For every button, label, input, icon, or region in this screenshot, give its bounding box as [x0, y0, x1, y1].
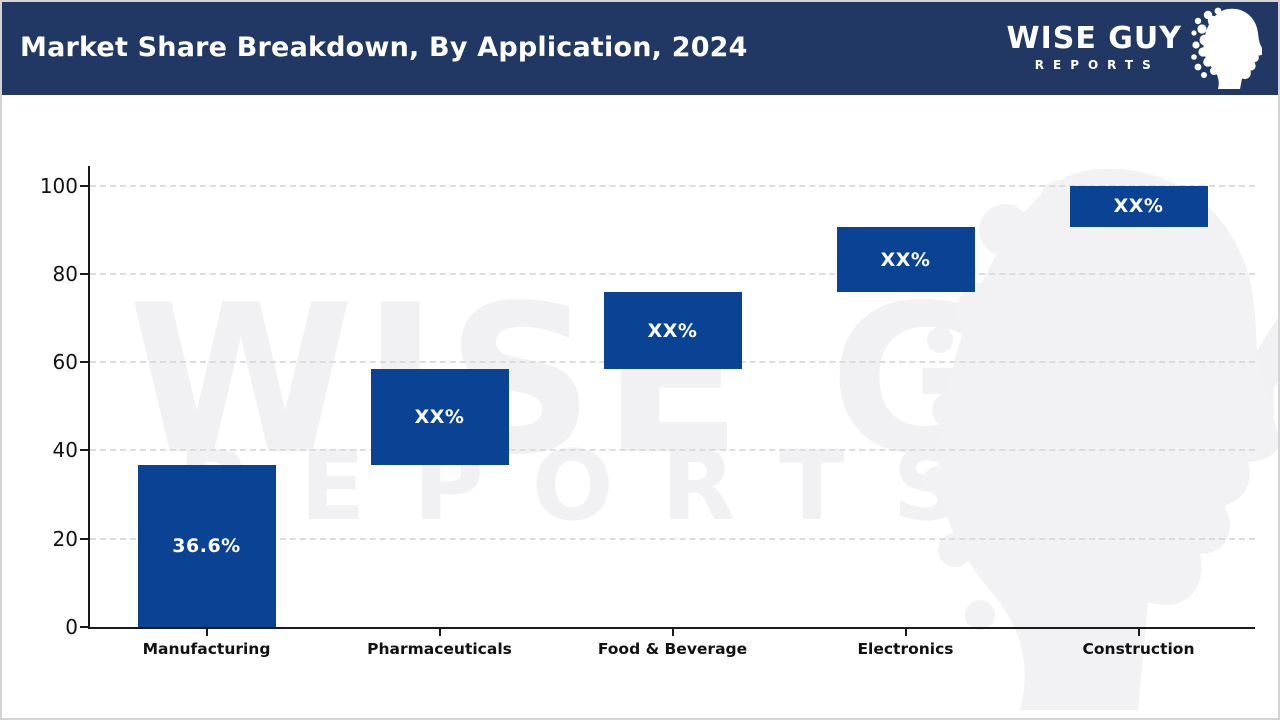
- x-axis-label-2: Food & Beverage: [597, 640, 748, 658]
- x-axis-label-1: Pharmaceuticals: [367, 640, 512, 658]
- header-bar: Market Share Breakdown, By Application, …: [0, 0, 1280, 95]
- x-tick-0: [205, 629, 208, 636]
- y-tick-60: [80, 361, 88, 364]
- x-tick-4: [1137, 629, 1140, 636]
- x-axis-label-4: Construction: [1082, 640, 1195, 658]
- y-tick-label-100: 100: [39, 173, 78, 198]
- watermark-subtitle: REPORTS: [178, 430, 1010, 542]
- y-tick-label-80: 80: [52, 261, 78, 286]
- y-tick-label-40: 40: [52, 438, 78, 463]
- bar-value-label: XX%: [414, 406, 465, 429]
- y-axis: [88, 166, 90, 629]
- bar-manufacturing: 36.6%: [137, 465, 276, 627]
- logo-subtitle: REPORTS: [1034, 58, 1160, 72]
- logo-text: WISE GUY REPORTS: [1006, 21, 1182, 72]
- bar-pharmaceuticals: XX%: [370, 368, 509, 466]
- bar-value-label: 36.6%: [172, 535, 241, 558]
- bar-construction: XX%: [1069, 185, 1208, 227]
- bar-food-beverage: XX%: [603, 292, 742, 369]
- bar-value-label: XX%: [647, 319, 698, 342]
- x-axis-label-3: Electronics: [857, 640, 954, 658]
- logo-head-icon: [1191, 7, 1262, 89]
- y-tick-40: [80, 449, 88, 452]
- bar-value-label: XX%: [1113, 195, 1164, 218]
- y-tick-100: [80, 184, 88, 187]
- x-axis: [88, 627, 1255, 629]
- gridline-100: [90, 184, 1255, 187]
- x-tick-2: [671, 629, 674, 636]
- y-tick-20: [80, 537, 88, 540]
- x-tick-3: [904, 629, 907, 636]
- gridline-40: [90, 449, 1255, 452]
- x-axis-label-0: Manufacturing: [142, 640, 271, 658]
- logo-wordmark: WISE GUY: [1006, 21, 1182, 56]
- y-tick-label-20: 20: [52, 526, 78, 551]
- gridline-80: [90, 272, 1255, 275]
- y-tick-0: [80, 626, 88, 628]
- gridline-20: [90, 537, 1255, 540]
- y-tick-80: [80, 272, 88, 275]
- bar-electronics: XX%: [836, 226, 975, 293]
- wise-guy-reports-logo: WISE GUY REPORTS: [1006, 7, 1262, 89]
- page-title: Market Share Breakdown, By Application, …: [20, 32, 748, 63]
- bar-value-label: XX%: [880, 248, 931, 271]
- x-tick-1: [438, 629, 441, 636]
- y-tick-label-0: 0: [65, 615, 78, 639]
- y-tick-label-60: 60: [52, 350, 78, 375]
